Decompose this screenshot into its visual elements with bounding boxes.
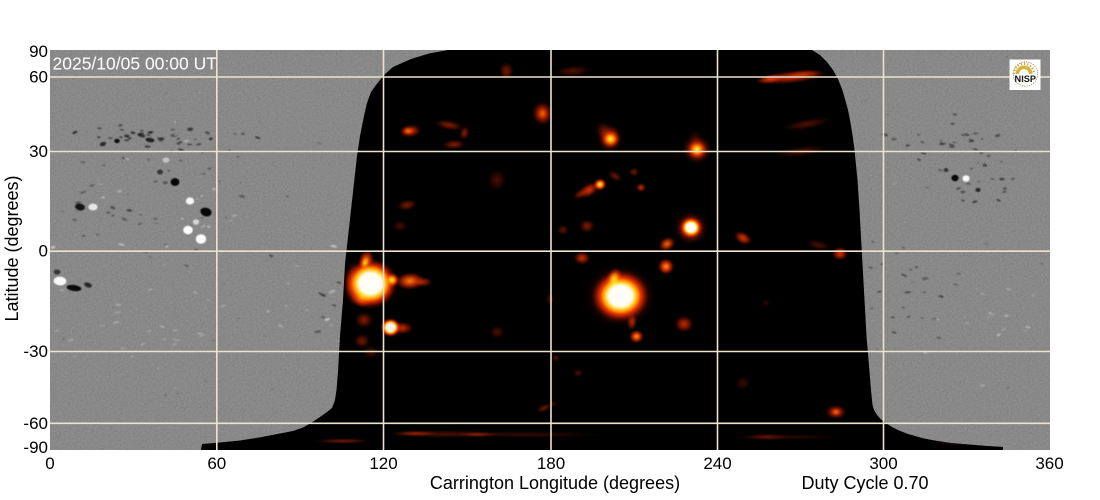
svg-text:360: 360 [1035, 454, 1063, 473]
svg-text:Latitude (degrees): Latitude (degrees) [2, 175, 22, 321]
svg-text:240: 240 [703, 454, 731, 473]
svg-text:2025/10/05 00:00 UT: 2025/10/05 00:00 UT [53, 53, 218, 73]
svg-text:90: 90 [29, 42, 48, 61]
svg-text:30: 30 [29, 142, 48, 161]
svg-text:Duty Cycle 0.70: Duty Cycle 0.70 [801, 473, 928, 493]
svg-text:120: 120 [369, 454, 397, 473]
svg-text:-30: -30 [23, 342, 48, 361]
svg-text:-90: -90 [23, 438, 48, 457]
svg-text:180: 180 [537, 454, 565, 473]
svg-text:60: 60 [207, 454, 226, 473]
svg-text:-60: -60 [23, 414, 48, 433]
svg-text:NISP: NISP [1015, 74, 1037, 84]
svg-text:300: 300 [869, 454, 897, 473]
svg-text:0: 0 [39, 242, 48, 261]
svg-text:60: 60 [29, 68, 48, 87]
svg-text:Carrington Longitude (degrees): Carrington Longitude (degrees) [430, 473, 680, 493]
svg-text:0: 0 [45, 454, 54, 473]
